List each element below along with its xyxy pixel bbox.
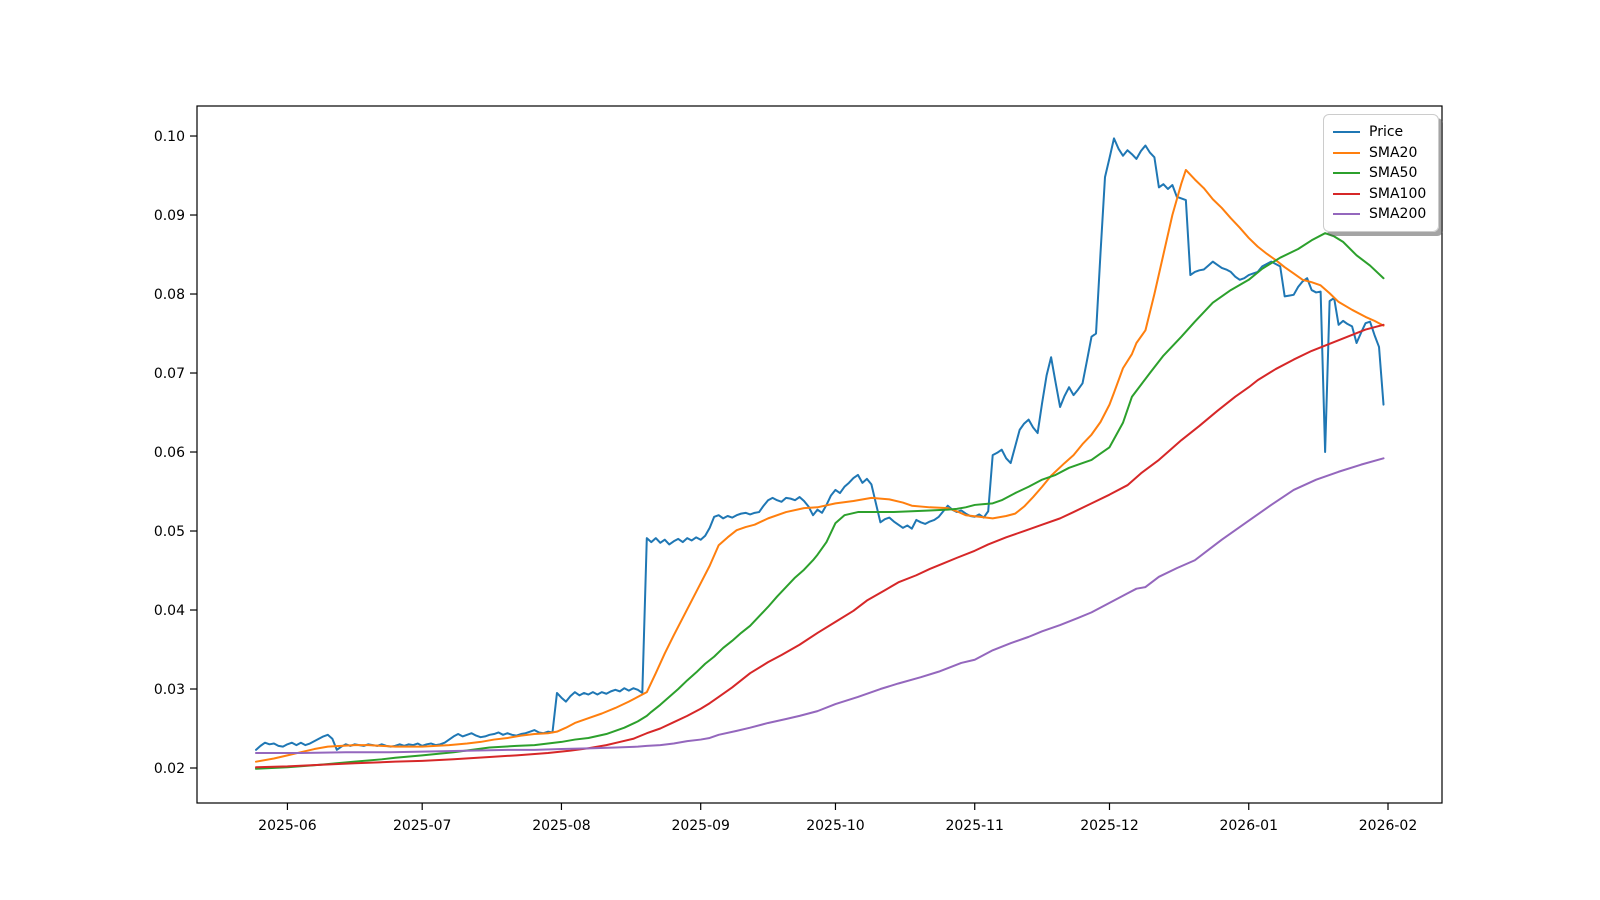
- legend-item-sma200: SMA200: [1333, 204, 1429, 225]
- x-tick-label: 2025-07: [393, 818, 452, 834]
- legend-item-sma50: SMA50: [1333, 163, 1429, 184]
- legend-swatch-sma100: [1333, 192, 1360, 195]
- y-tick-label: 0.03: [154, 682, 185, 698]
- legend-item-price: Price: [1333, 122, 1429, 143]
- y-tick-label: 0.10: [154, 129, 185, 145]
- y-tick-label: 0.07: [154, 366, 185, 382]
- legend-label-sma100: SMA100: [1369, 185, 1427, 202]
- legend-swatch-sma20: [1333, 151, 1360, 154]
- series-line-sma200: [254, 457, 1385, 754]
- series-line-price: [254, 137, 1385, 751]
- legend-label-sma20: SMA20: [1369, 144, 1418, 161]
- x-tick-label: 2025-12: [1080, 818, 1139, 834]
- x-tick-label: 2025-06: [258, 818, 317, 834]
- x-tick-label: 2025-08: [532, 818, 591, 834]
- legend-item-sma100: SMA100: [1333, 184, 1429, 205]
- x-tick-label: 2025-09: [671, 818, 730, 834]
- y-tick-label: 0.05: [154, 524, 185, 540]
- y-tick-label: 0.02: [154, 761, 185, 777]
- x-tick-label: 2026-01: [1219, 818, 1278, 834]
- y-tick-label: 0.08: [154, 287, 185, 303]
- legend-label-sma50: SMA50: [1369, 165, 1418, 182]
- series-line-sma50: [254, 232, 1385, 770]
- x-tick-label: 2026-02: [1359, 818, 1418, 834]
- legend-swatch-sma50: [1333, 172, 1360, 175]
- y-tick-label: 0.09: [154, 208, 185, 224]
- y-tick-label: 0.04: [154, 603, 185, 619]
- x-tick-label: 2025-11: [945, 818, 1004, 834]
- y-tick-label: 0.06: [154, 445, 185, 461]
- plot-frame: [196, 105, 1443, 804]
- series-line-sma100: [254, 323, 1385, 769]
- legend-label-sma200: SMA200: [1369, 206, 1427, 223]
- legend-item-sma20: SMA20: [1333, 143, 1429, 164]
- series-line-sma20: [254, 168, 1385, 763]
- legend-swatch-price: [1333, 131, 1360, 134]
- legend: Price SMA20 SMA50 SMA100 SMA200: [1323, 114, 1439, 232]
- x-tick-label: 2025-10: [806, 818, 865, 834]
- legend-swatch-sma200: [1333, 213, 1360, 216]
- legend-label-price: Price: [1369, 124, 1404, 141]
